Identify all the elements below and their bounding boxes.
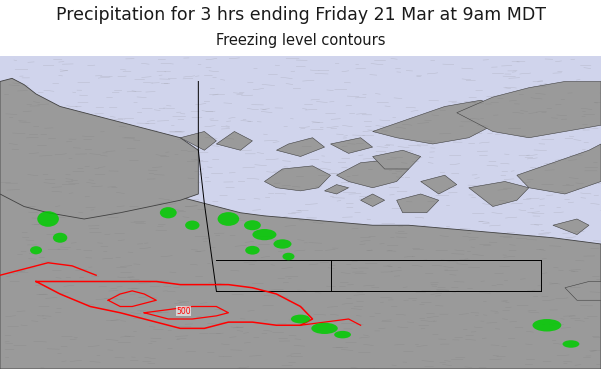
- Ellipse shape: [563, 340, 579, 348]
- Ellipse shape: [291, 315, 310, 323]
- Ellipse shape: [218, 212, 239, 226]
- Ellipse shape: [334, 331, 351, 338]
- Ellipse shape: [53, 233, 67, 243]
- Ellipse shape: [532, 319, 561, 331]
- Ellipse shape: [273, 239, 291, 249]
- Polygon shape: [0, 175, 601, 369]
- Ellipse shape: [244, 220, 261, 230]
- Ellipse shape: [252, 229, 276, 240]
- Polygon shape: [331, 138, 373, 154]
- Polygon shape: [276, 138, 325, 156]
- Polygon shape: [361, 194, 385, 207]
- Polygon shape: [373, 100, 505, 144]
- Text: 500: 500: [176, 307, 191, 316]
- Polygon shape: [553, 219, 589, 235]
- Polygon shape: [565, 282, 601, 300]
- Polygon shape: [0, 78, 198, 219]
- Ellipse shape: [245, 246, 260, 255]
- Ellipse shape: [185, 221, 200, 230]
- Ellipse shape: [311, 323, 338, 334]
- Polygon shape: [457, 82, 601, 138]
- Polygon shape: [373, 150, 421, 169]
- Polygon shape: [469, 182, 529, 207]
- Text: Precipitation for 3 hrs ending Friday 21 Mar at 9am MDT: Precipitation for 3 hrs ending Friday 21…: [55, 6, 546, 24]
- Ellipse shape: [282, 253, 294, 260]
- Text: Freezing level contours: Freezing level contours: [216, 33, 385, 48]
- Polygon shape: [216, 131, 252, 150]
- Polygon shape: [421, 175, 457, 194]
- Polygon shape: [397, 194, 439, 213]
- Ellipse shape: [30, 246, 42, 254]
- Polygon shape: [325, 184, 349, 194]
- Polygon shape: [180, 131, 216, 150]
- Polygon shape: [517, 144, 601, 194]
- Ellipse shape: [37, 211, 59, 227]
- Polygon shape: [264, 166, 331, 191]
- Polygon shape: [337, 160, 409, 188]
- Ellipse shape: [160, 207, 177, 218]
